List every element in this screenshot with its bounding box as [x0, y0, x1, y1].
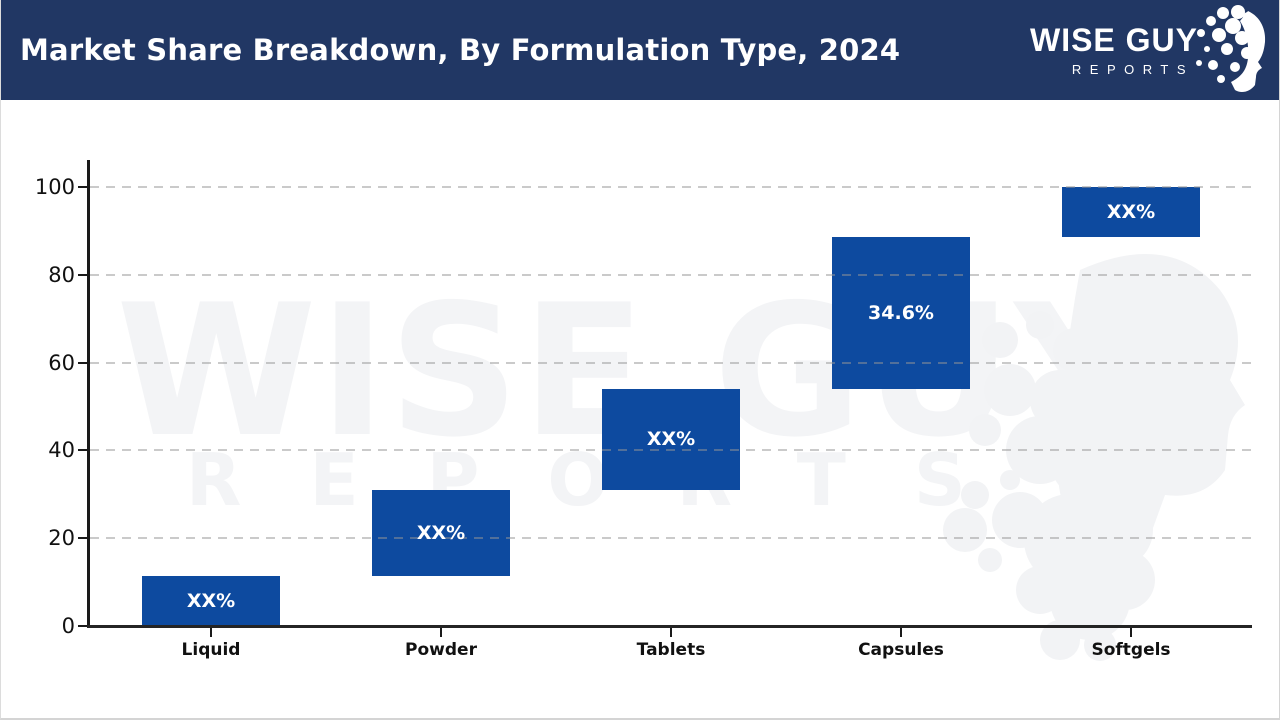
- y-axis-tick: [78, 361, 87, 364]
- header-bar: Market Share Breakdown, By Formulation T…: [0, 0, 1280, 100]
- gridline: [90, 537, 1252, 540]
- y-axis-tick: [78, 186, 87, 188]
- y-axis-tick-label: 100: [34, 175, 75, 199]
- y-axis-tick: [78, 537, 87, 540]
- dotted-head-icon: [1196, 5, 1266, 93]
- bar-segment-tablets: [602, 388, 740, 490]
- logo-subtitle: REPORTS: [1071, 62, 1194, 77]
- y-axis-tick-label: 60: [48, 350, 75, 375]
- wise-guy-reports-logo: WISE GUY REPORTS: [1020, 0, 1270, 100]
- y-axis-line: [87, 160, 90, 628]
- chart-area: WISE GUY REPORTS 020406080100XX%XX%XX%34…: [0, 100, 1280, 720]
- y-axis-tick-label: 20: [48, 526, 75, 551]
- gridline: [90, 449, 1252, 452]
- x-axis-tick: [210, 628, 212, 637]
- bar-value-label: 34.6%: [868, 301, 934, 324]
- x-axis-tick: [440, 628, 442, 637]
- y-axis-tick-label: 40: [48, 438, 75, 463]
- gridline: [90, 273, 1252, 276]
- x-axis-line: [87, 625, 1252, 628]
- x-axis-tick: [1130, 628, 1132, 637]
- category-label-softgels: Softgels: [1091, 640, 1171, 660]
- y-axis-tick: [78, 449, 87, 452]
- watermark-head-icon: [943, 254, 1245, 661]
- gridline: [90, 361, 1252, 364]
- bar-value-label: XX%: [1106, 201, 1156, 224]
- y-axis-tick: [78, 625, 87, 627]
- gridline: [90, 186, 1252, 188]
- logo-wordmark: WISE GUY: [1029, 22, 1198, 58]
- page-title: Market Share Breakdown, By Formulation T…: [20, 33, 901, 67]
- y-axis-tick-label: 80: [48, 262, 75, 287]
- y-axis-tick: [78, 273, 87, 276]
- category-label-powder: Powder: [405, 640, 477, 660]
- bar-value-label: XX%: [646, 428, 696, 451]
- y-axis-tick-label: 0: [61, 614, 75, 638]
- category-label-tablets: Tablets: [636, 640, 706, 660]
- bar-segment-liquid: [142, 575, 280, 626]
- bar-segment-softgels: [1062, 187, 1200, 238]
- bar-value-label: XX%: [186, 589, 236, 612]
- bar-segment-powder: [372, 489, 510, 576]
- x-axis-tick: [900, 628, 902, 637]
- bar-value-label: XX%: [416, 521, 466, 544]
- bar-segment-capsules: [832, 237, 970, 389]
- category-label-capsules: Capsules: [858, 640, 944, 660]
- category-label-liquid: Liquid: [181, 640, 241, 660]
- x-axis-tick: [670, 628, 672, 637]
